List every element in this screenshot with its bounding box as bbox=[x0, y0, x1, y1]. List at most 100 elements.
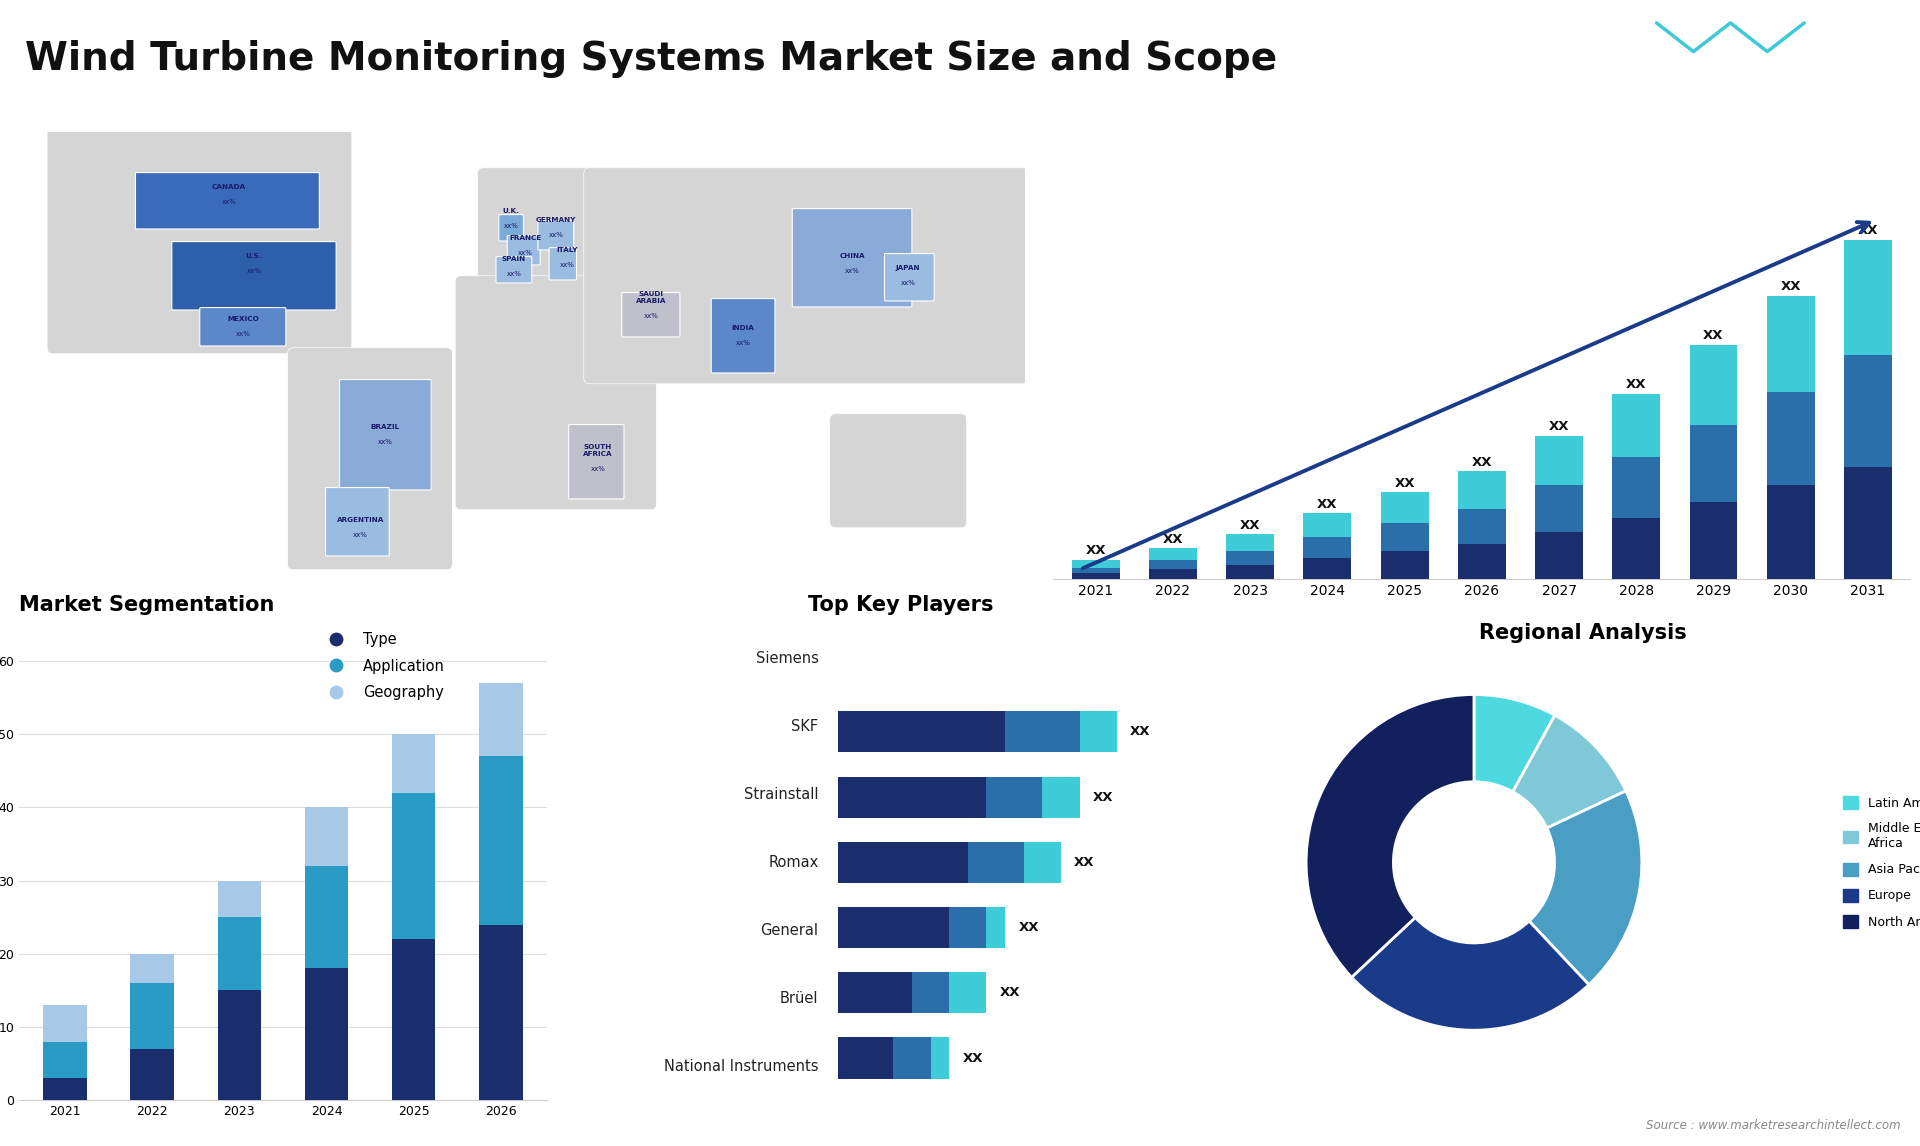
Bar bbox=[1148, 560, 1196, 570]
Text: Market Segmentation: Market Segmentation bbox=[19, 595, 275, 614]
Text: JAPAN: JAPAN bbox=[897, 265, 920, 272]
Bar bbox=[392, 940, 436, 1100]
Text: CANADA: CANADA bbox=[211, 185, 246, 190]
Text: SKF: SKF bbox=[791, 719, 818, 733]
Text: XX: XX bbox=[1471, 455, 1492, 469]
Bar bbox=[1613, 457, 1661, 518]
Text: BRAZIL: BRAZIL bbox=[371, 424, 399, 430]
Bar bbox=[1148, 549, 1196, 560]
Text: SAUDI
ARABIA: SAUDI ARABIA bbox=[636, 291, 666, 305]
Text: XX: XX bbox=[1240, 518, 1260, 532]
FancyBboxPatch shape bbox=[326, 487, 390, 556]
FancyBboxPatch shape bbox=[710, 299, 776, 372]
Bar bbox=[217, 880, 261, 917]
Legend: Latin America, Middle East &
Africa, Asia Pacific, Europe, North America: Latin America, Middle East & Africa, Asi… bbox=[1837, 791, 1920, 934]
Bar bbox=[478, 683, 522, 756]
Text: xx%: xx% bbox=[549, 233, 563, 238]
Text: National Instruments: National Instruments bbox=[664, 1059, 818, 1074]
Text: Romax: Romax bbox=[768, 855, 818, 870]
Bar bbox=[131, 953, 175, 983]
FancyBboxPatch shape bbox=[549, 248, 576, 280]
Text: RESEARCH: RESEARCH bbox=[1751, 79, 1812, 89]
Bar bbox=[1071, 573, 1119, 579]
Bar bbox=[42, 1042, 86, 1078]
Wedge shape bbox=[1513, 715, 1626, 829]
Text: Source : www.marketresearchintellect.com: Source : www.marketresearchintellect.com bbox=[1645, 1120, 1901, 1132]
Text: xx%: xx% bbox=[845, 268, 860, 274]
Text: XX: XX bbox=[1780, 281, 1801, 293]
Bar bbox=[42, 1078, 86, 1100]
Bar bbox=[1457, 543, 1505, 579]
Text: xx%: xx% bbox=[221, 199, 236, 205]
Text: GERMANY: GERMANY bbox=[536, 218, 576, 223]
Text: FRANCE: FRANCE bbox=[509, 235, 541, 242]
Bar bbox=[1457, 509, 1505, 543]
Bar bbox=[42, 1005, 86, 1042]
Bar bbox=[131, 983, 175, 1049]
Bar bbox=[1843, 241, 1891, 354]
Bar bbox=[305, 968, 348, 1100]
Wedge shape bbox=[1306, 694, 1475, 978]
Bar bbox=[1843, 354, 1891, 466]
Bar bbox=[1227, 565, 1275, 579]
Bar bbox=[1071, 567, 1119, 573]
FancyBboxPatch shape bbox=[507, 236, 540, 265]
Bar bbox=[392, 735, 436, 793]
Bar bbox=[1457, 471, 1505, 509]
FancyBboxPatch shape bbox=[478, 167, 651, 293]
Bar bbox=[1690, 502, 1738, 579]
FancyBboxPatch shape bbox=[885, 253, 935, 301]
Text: xx%: xx% bbox=[518, 250, 532, 257]
FancyBboxPatch shape bbox=[829, 414, 966, 528]
Bar bbox=[1304, 513, 1352, 536]
Bar bbox=[305, 808, 348, 866]
Bar bbox=[1613, 394, 1661, 457]
Bar bbox=[217, 990, 261, 1100]
Bar bbox=[1227, 551, 1275, 565]
Text: INDIA: INDIA bbox=[732, 325, 755, 331]
Text: xx%: xx% bbox=[507, 272, 522, 277]
Text: CHINA: CHINA bbox=[839, 253, 864, 259]
Text: Siemens: Siemens bbox=[756, 651, 818, 666]
Bar bbox=[392, 793, 436, 940]
Text: xx%: xx% bbox=[559, 262, 574, 268]
Bar bbox=[1536, 532, 1582, 579]
FancyBboxPatch shape bbox=[495, 257, 532, 283]
Text: MEXICO: MEXICO bbox=[227, 316, 259, 322]
Text: SPAIN: SPAIN bbox=[501, 257, 526, 262]
FancyBboxPatch shape bbox=[200, 307, 286, 346]
Legend: Type, Application, Geography: Type, Application, Geography bbox=[323, 631, 445, 700]
Wedge shape bbox=[1475, 694, 1555, 792]
Circle shape bbox=[1400, 788, 1548, 936]
Bar bbox=[1380, 493, 1428, 523]
Bar bbox=[1227, 534, 1275, 551]
Bar bbox=[478, 925, 522, 1100]
Text: XX: XX bbox=[1394, 477, 1415, 489]
FancyBboxPatch shape bbox=[584, 167, 1027, 384]
FancyBboxPatch shape bbox=[171, 242, 336, 309]
FancyBboxPatch shape bbox=[499, 214, 524, 241]
Text: xx%: xx% bbox=[900, 281, 916, 286]
Bar bbox=[1304, 536, 1352, 558]
Text: XX: XX bbox=[1164, 533, 1183, 545]
Bar bbox=[1613, 518, 1661, 579]
Text: XX: XX bbox=[1549, 421, 1569, 433]
Text: xx%: xx% bbox=[378, 439, 394, 446]
Text: U.S.: U.S. bbox=[246, 253, 263, 259]
FancyBboxPatch shape bbox=[48, 126, 351, 354]
Bar bbox=[131, 1049, 175, 1100]
Text: xx%: xx% bbox=[589, 466, 605, 472]
FancyBboxPatch shape bbox=[136, 173, 319, 229]
FancyBboxPatch shape bbox=[538, 220, 574, 250]
Wedge shape bbox=[1352, 918, 1590, 1030]
Bar bbox=[1380, 551, 1428, 579]
Text: INTELLECT: INTELLECT bbox=[1751, 97, 1809, 108]
Title: Regional Analysis: Regional Analysis bbox=[1478, 622, 1688, 643]
Text: MARKET: MARKET bbox=[1751, 61, 1799, 71]
Text: U.K.: U.K. bbox=[503, 209, 520, 214]
Bar bbox=[478, 756, 522, 925]
Text: XX: XX bbox=[1626, 378, 1647, 392]
FancyBboxPatch shape bbox=[793, 209, 912, 307]
FancyBboxPatch shape bbox=[568, 424, 624, 499]
Bar bbox=[1536, 437, 1582, 485]
